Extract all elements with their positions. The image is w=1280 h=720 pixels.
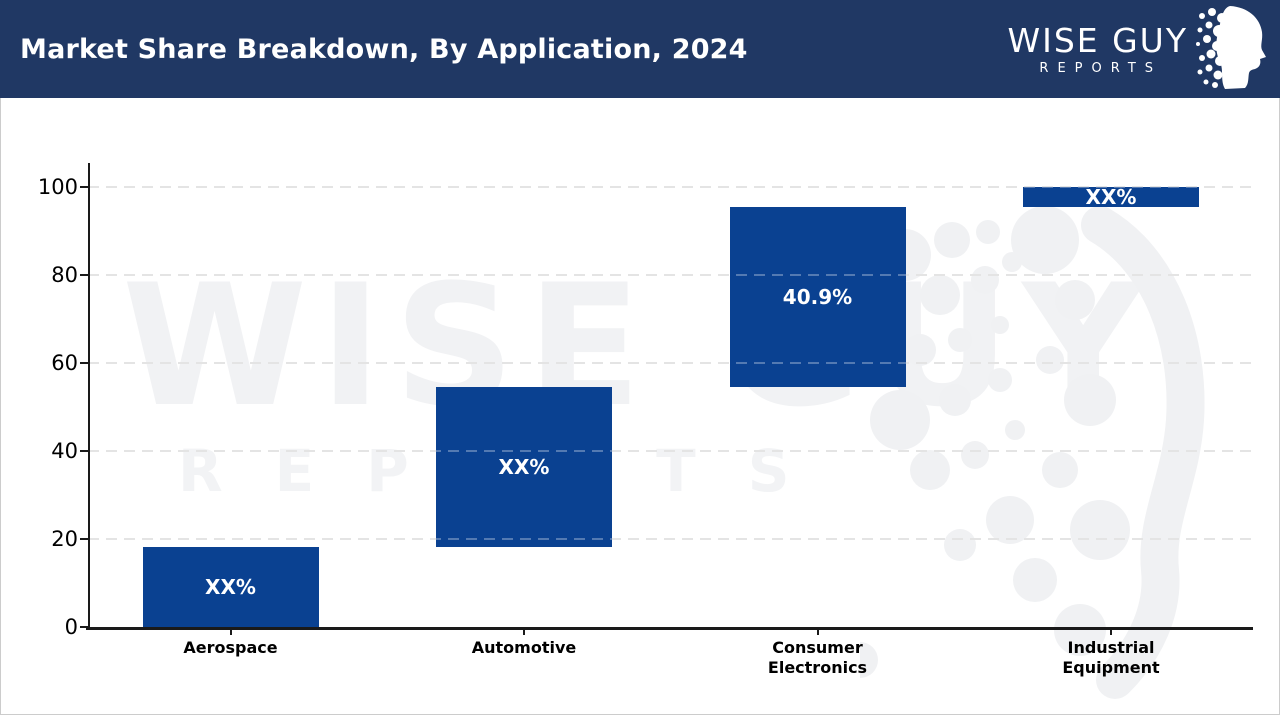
y-axis-tick xyxy=(80,450,88,452)
brand-logo: WISE GUY REPORTS xyxy=(1007,4,1266,94)
bar-automotive: XX% xyxy=(436,386,612,547)
y-tick-label: 60 xyxy=(51,351,78,375)
x-axis-spine xyxy=(86,627,1253,630)
gridline-overlay xyxy=(88,274,1253,276)
x-axis-tick xyxy=(816,627,819,635)
gridline xyxy=(88,450,1253,452)
y-tick-label: 40 xyxy=(51,439,78,463)
x-tick-label: Automotive xyxy=(471,638,577,657)
y-tick-label: 100 xyxy=(37,175,78,199)
bar-value-label: XX% xyxy=(498,454,550,479)
brand-wordmark: WISE GUY REPORTS xyxy=(1007,24,1188,75)
gridline-overlay xyxy=(88,450,1253,452)
bar-value-label: XX% xyxy=(205,574,256,599)
y-axis-spine xyxy=(88,163,90,630)
watermark-wiseguy-text: WISE GUY xyxy=(122,248,1157,444)
x-tick-label: Consumer Electronics xyxy=(767,638,868,678)
y-axis-tick xyxy=(80,186,88,188)
brand-name-text: WISE GUY xyxy=(1007,20,1188,60)
y-axis-tick xyxy=(80,274,88,276)
y-tick-label: 20 xyxy=(51,527,78,551)
bar-value-label: XX% xyxy=(1085,184,1137,209)
x-axis-tick xyxy=(1110,627,1112,635)
gridline xyxy=(88,538,1253,540)
bar-consumer-electronics: 40.9% xyxy=(729,206,906,387)
y-tick-label: 80 xyxy=(51,263,78,287)
x-axis-tick xyxy=(229,627,232,635)
y-tick-label: 0 xyxy=(64,615,78,639)
y-axis-tick xyxy=(80,538,88,540)
head-profile-icon xyxy=(1192,4,1266,94)
brand-subtitle-text: REPORTS xyxy=(1039,60,1163,76)
gridline-overlay xyxy=(88,538,1253,540)
gridline xyxy=(88,274,1253,276)
gridline xyxy=(88,186,1253,188)
x-tick-label: Industrial Equipment xyxy=(1062,638,1160,678)
gridline xyxy=(88,362,1253,364)
gridline-overlay xyxy=(88,362,1253,364)
page-title: Market Share Breakdown, By Application, … xyxy=(20,33,748,65)
y-axis-tick xyxy=(80,362,88,364)
x-tick-label: Aerospace xyxy=(183,638,278,657)
bar-industrial-equipment: XX% xyxy=(1023,187,1199,207)
gridline-overlay xyxy=(88,186,1253,188)
bar-value-label: 40.9% xyxy=(782,284,853,309)
y-axis-tick xyxy=(80,626,88,628)
watermark-head-graphic xyxy=(842,190,1220,714)
x-axis-tick xyxy=(523,627,525,635)
bar-aerospace: XX% xyxy=(142,546,319,627)
header-bar: Market Share Breakdown, By Application, … xyxy=(0,0,1280,98)
